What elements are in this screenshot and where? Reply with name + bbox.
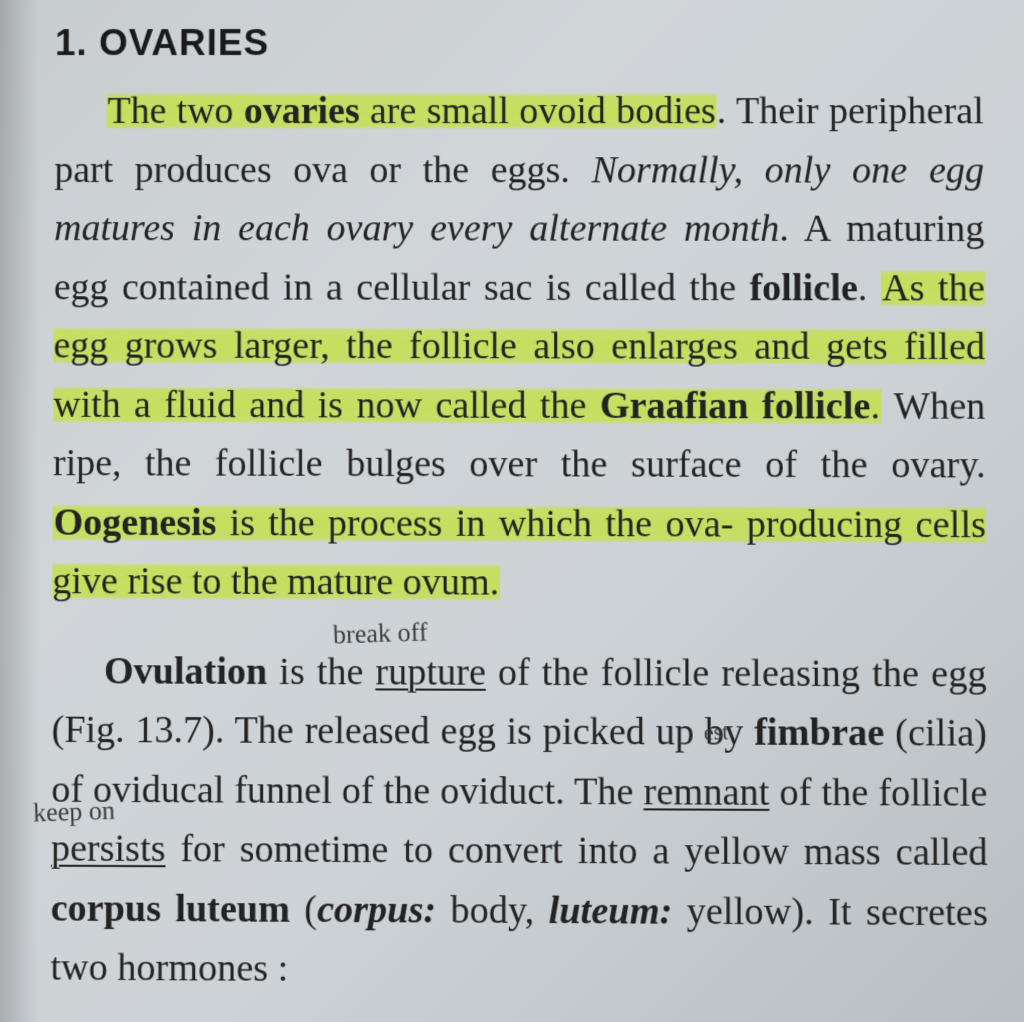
term-fimbrae: fimbrae (754, 711, 884, 754)
handwritten-break-off: break off (333, 612, 429, 656)
term-graafian-follicle: Graafian follicle (600, 384, 871, 427)
etym-luteum: luteum: (549, 889, 673, 932)
annotated-fimbrae: estfimbrae (754, 703, 884, 763)
paragraph-1: The two ovaries are small ovoid bodies. … (52, 82, 986, 614)
heading-number: 1. (55, 22, 88, 63)
underline-rupture: rupture (375, 651, 485, 694)
section-heading: 1. OVARIES (55, 22, 984, 64)
annotated-rupture: break offrupture (375, 642, 485, 702)
textbook-page: 1. OVARIES The two ovaries are small ovo… (0, 0, 1024, 1022)
etym-corpus: corpus: (317, 888, 436, 931)
hl-ovaries-intro: The two ovaries are small ovoid bodies (106, 90, 716, 132)
term-oogenesis: Oogenesis (54, 501, 217, 544)
annotated-persists: keep onpersists (51, 819, 166, 879)
paragraph-2: Ovulation is the break offrupture of the… (50, 641, 988, 1002)
term-follicle: follicle (749, 267, 857, 309)
handwritten-keep-on: keep on (33, 791, 116, 834)
handwritten-est: est (703, 715, 729, 750)
underline-persists: persists (51, 827, 166, 870)
term-ovulation: Ovulation (104, 650, 267, 693)
heading-title: OVARIES (99, 22, 269, 63)
underline-remnant: remnant (643, 770, 769, 813)
hl-oogenesis: Oogenesis is the process in which the ov… (52, 501, 986, 604)
term-ovaries: ovaries (244, 90, 360, 132)
term-corpus-luteum: corpus luteum (51, 887, 290, 931)
